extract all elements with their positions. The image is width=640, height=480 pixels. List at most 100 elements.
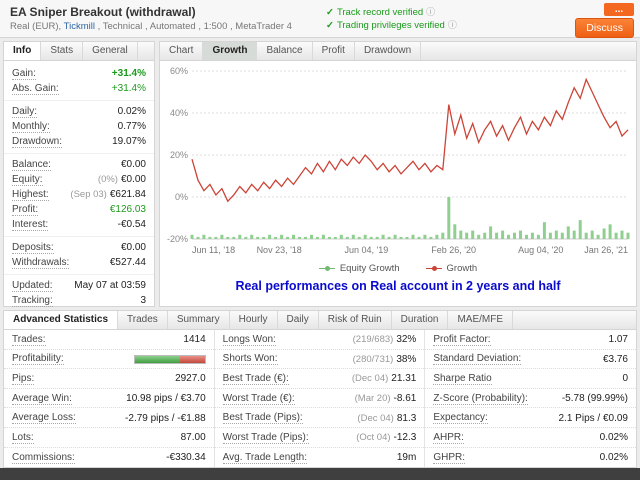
stat-label: Pips:	[12, 372, 35, 385]
row-trades: Trades: 1414	[4, 330, 214, 350]
stat-label: Z-Score (Probability):	[433, 392, 528, 405]
tab-chart[interactable]: Chart	[160, 42, 204, 60]
stat-row-monthly: Monthly: 0.77%	[4, 119, 154, 134]
stat-value: -5.78 (99.99%)	[561, 393, 628, 405]
info-sidebar: Info Stats General Gain: +31.4% Abs. Gai…	[3, 41, 155, 307]
stat-label: Tracking:	[12, 294, 53, 307]
stat-value: 19.07%	[112, 135, 146, 147]
tab-duration[interactable]: Duration	[392, 311, 449, 329]
legend-item-growth[interactable]: Growth	[425, 263, 477, 274]
tab-general[interactable]: General	[83, 42, 138, 60]
promo-banner-text: Real performances on Real account in 2 y…	[235, 279, 561, 293]
stat-group-rates: Daily: 0.02% Monthly: 0.77% Drawdown: 19…	[4, 103, 154, 154]
stat-value: (219/683) 32%	[352, 334, 417, 346]
stat-value: (0%) €0.00	[97, 173, 146, 185]
account-subtitle: Real (EUR), Tickmill , Technical , Autom…	[10, 21, 292, 32]
info-icon[interactable]: ⓘ	[447, 19, 457, 30]
tab-daily[interactable]: Daily	[278, 311, 319, 329]
stat-value: +31.4%	[111, 67, 146, 79]
tab-mae-mfe[interactable]: MAE/MFE	[448, 311, 514, 329]
growth-chart[interactable]: 60% 40% 20% 0% -20% Jun 11, '18 Nov 23, '18 Jun…	[162, 63, 634, 259]
svg-text:Nov 23, '18: Nov 23, '18	[257, 245, 302, 255]
stat-value: 10.98 pips / €3.70	[126, 393, 206, 405]
tab-risk-of-ruin[interactable]: Risk of Ruin	[319, 311, 392, 329]
stat-row-tracking: Tracking: 3	[4, 293, 154, 308]
tab-drawdown[interactable]: Drawdown	[355, 42, 422, 60]
account-stats: Gain: +31.4% Abs. Gain: +31.4% Daily: 0.…	[4, 61, 154, 314]
stat-row-withdrawals: Withdrawals: €527.44	[4, 255, 154, 270]
row-commissions: Commissions: -€330.34	[4, 448, 214, 468]
tab-trades[interactable]: Trades	[118, 311, 168, 329]
svg-text:Jun 04, '19: Jun 04, '19	[345, 245, 389, 255]
row-standard-deviation: Standard Deviation: €3.76	[425, 350, 636, 370]
legend-item-equity-growth[interactable]: Equity Growth	[318, 263, 400, 274]
stat-label: Gain:	[12, 67, 36, 80]
stat-value: €527.44	[109, 256, 146, 268]
stat-label: Balance:	[12, 158, 51, 171]
stat-group-gain: Gain: +31.4% Abs. Gain: +31.4%	[4, 65, 154, 101]
stat-label: Withdrawals:	[12, 256, 70, 269]
stat-value: 1414	[183, 334, 206, 346]
stat-value: €0.00	[120, 241, 146, 253]
stat-value: May 07 at 03:59	[74, 279, 146, 291]
tab-stats[interactable]: Stats	[41, 42, 84, 60]
row-z-score: Z-Score (Probability): -5.78 (99.99%)	[425, 389, 636, 409]
row-profit-factor: Profit Factor: 1.07	[425, 330, 636, 350]
tab-hourly[interactable]: Hourly	[230, 311, 278, 329]
stat-label: Lots:	[12, 431, 34, 444]
tab-profit[interactable]: Profit	[313, 42, 355, 60]
stat-label: Average Loss:	[12, 412, 76, 425]
stat-value: 0.77%	[117, 120, 146, 132]
privileges-badge: ✓ Trading privileges verified ⓘ	[326, 19, 457, 32]
tab-info[interactable]: Info	[4, 42, 42, 60]
stat-value: 0.02%	[599, 452, 628, 464]
statistics-column-3: Profit Factor: 1.07 Standard Deviation: …	[425, 330, 636, 467]
stat-label: Worst Trade (€):	[222, 392, 295, 405]
tab-summary[interactable]: Summary	[168, 311, 230, 329]
stat-label: Updated:	[12, 279, 53, 292]
stat-value: (Dec 04) 21.31	[351, 373, 417, 385]
stat-value: -€330.34	[166, 452, 206, 464]
svg-text:-20%: -20%	[167, 234, 188, 244]
tab-advanced-statistics[interactable]: Advanced Statistics	[4, 311, 119, 329]
row-worst-trade-pips: Worst Trade (Pips): (Oct 04) -12.3	[214, 428, 425, 448]
tab-balance[interactable]: Balance	[257, 42, 313, 60]
row-ahpr: AHPR: 0.02%	[425, 428, 636, 448]
profitability-win-segment	[134, 355, 181, 363]
stat-label: Commissions:	[12, 451, 75, 464]
stat-value: 3	[140, 294, 146, 306]
sidebar-tabs: Info Stats General	[4, 42, 154, 61]
stat-row-highest: Highest: (Sep 03) €621.84	[4, 187, 154, 202]
info-icon[interactable]: ⓘ	[426, 6, 436, 17]
tab-growth[interactable]: Growth	[203, 42, 258, 60]
verified-badges: ✓ Track record verified ⓘ ✓ Trading privile…	[326, 6, 457, 32]
svg-text:Jun 11, '18: Jun 11, '18	[192, 245, 235, 255]
discuss-button[interactable]: Discuss	[575, 18, 634, 38]
statistics-column-2: Longs Won: (219/683) 32% Shorts Won: (280…	[214, 330, 426, 468]
check-icon: ✓	[325, 6, 334, 18]
header: EA Sniper Breakout (withdrawal) Real (EU…	[0, 0, 640, 38]
svg-text:Aug 04, '20: Aug 04, '20	[518, 245, 563, 255]
check-icon: ✓	[325, 19, 334, 31]
row-average-win: Average Win: 10.98 pips / €3.70	[4, 389, 214, 409]
stat-label: Monthly:	[12, 120, 50, 133]
track-record-label: Track record verified	[336, 6, 424, 18]
statistics-table: Trades: 1414 Profitability: Pips: 2927.0…	[4, 330, 636, 468]
track-record-badge: ✓ Track record verified ⓘ	[326, 6, 457, 19]
svg-text:0%: 0%	[175, 192, 188, 202]
stat-value: +31.4%	[111, 82, 146, 94]
stat-label: Drawdown:	[12, 135, 63, 148]
stat-label: Average Win:	[12, 392, 72, 405]
stat-label: Highest:	[12, 188, 49, 201]
row-pips: Pips: 2927.0	[4, 369, 214, 389]
broker-link[interactable]: Tickmill	[63, 21, 95, 32]
stat-label: Best Trade (€):	[222, 372, 289, 385]
svg-text:Jan 26, '21: Jan 26, '21	[584, 245, 628, 255]
stat-row-abs-gain: Abs. Gain: +31.4%	[4, 81, 154, 96]
row-avg-trade-length: Avg. Trade Length: 19m	[215, 448, 425, 468]
stat-label: Standard Deviation:	[433, 353, 522, 366]
more-menu-button[interactable]: ...	[604, 3, 634, 16]
chart-legend: Equity Growth Growth	[160, 262, 636, 275]
statistics-column-1: Trades: 1414 Profitability: Pips: 2927.0…	[4, 330, 215, 468]
subtitle-post: , Technical , Automated , 1:500 , MetaTr…	[94, 21, 292, 32]
